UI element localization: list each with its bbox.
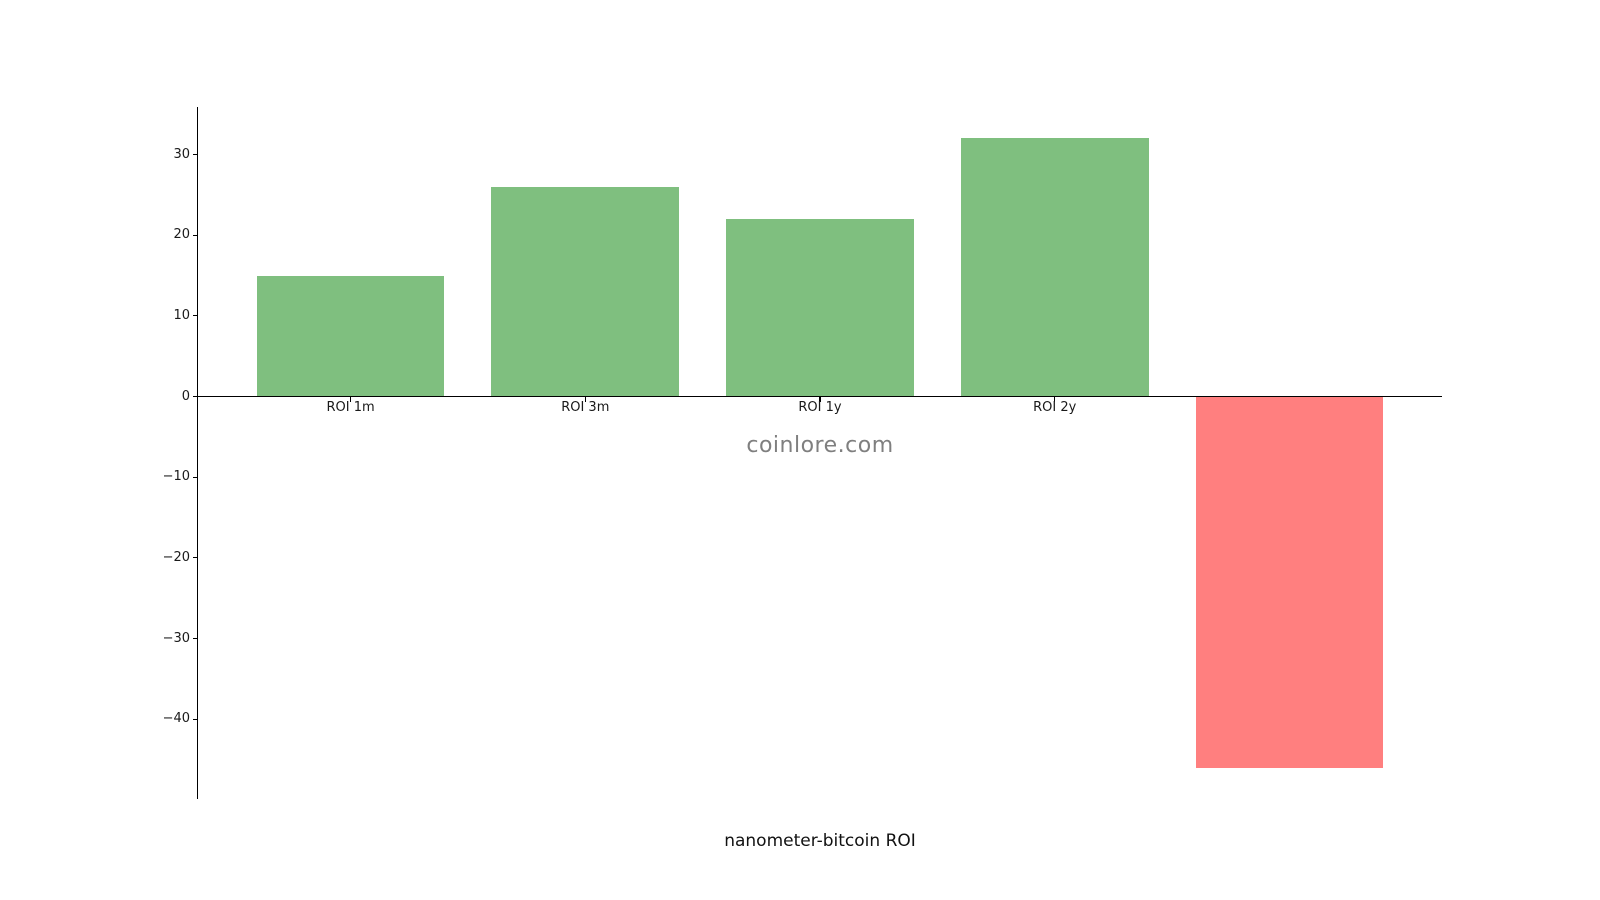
x-axis-line <box>196 395 1442 398</box>
y-tick-label: 0 <box>181 388 190 404</box>
x-tick <box>1054 396 1056 402</box>
y-tick-label: −40 <box>162 711 190 727</box>
y-tick <box>193 718 198 720</box>
x-tick-label: ROI 2y <box>1033 399 1077 415</box>
bar <box>726 219 914 397</box>
bar <box>1195 396 1384 768</box>
x-tick <box>819 396 821 402</box>
y-tick <box>193 476 198 478</box>
x-tick-label: ROI 1y <box>798 399 842 415</box>
x-tick <box>349 396 352 402</box>
y-axis-spine <box>196 107 198 799</box>
x-tick-label: ROI 1m <box>326 399 375 415</box>
bar <box>491 186 680 397</box>
bar <box>256 275 445 397</box>
y-tick <box>193 395 198 398</box>
x-tick-label: ROI 3m <box>561 399 610 415</box>
x-tick <box>584 396 586 402</box>
y-tick <box>193 315 198 317</box>
y-tick-label: 20 <box>173 227 190 243</box>
y-tick <box>193 153 198 156</box>
y-tick <box>193 234 198 236</box>
x-axis-title: nanometer-bitcoin ROI <box>724 831 916 851</box>
y-tick-label: −30 <box>162 630 190 646</box>
y-tick <box>193 637 198 640</box>
y-tick-label: −20 <box>162 549 190 565</box>
bar <box>960 138 1149 397</box>
watermark: coinlore.com <box>746 433 894 458</box>
y-tick-label: 30 <box>173 146 190 162</box>
y-tick <box>193 557 198 559</box>
y-tick-label: −10 <box>162 469 190 485</box>
y-tick-label: 10 <box>173 307 190 323</box>
